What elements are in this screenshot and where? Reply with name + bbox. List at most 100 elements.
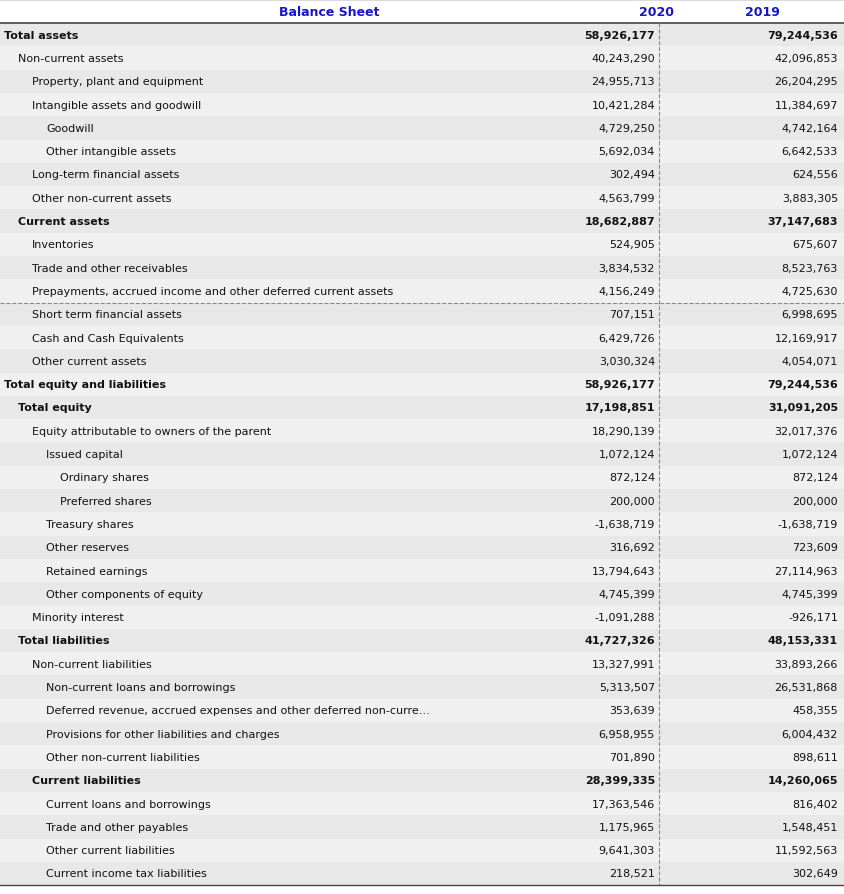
Text: 675,607: 675,607: [792, 240, 837, 250]
Text: -1,638,719: -1,638,719: [776, 519, 837, 529]
Text: 200,000: 200,000: [609, 496, 654, 506]
Text: Equity attributable to owners of the parent: Equity attributable to owners of the par…: [32, 426, 271, 436]
Text: 4,725,630: 4,725,630: [781, 287, 837, 297]
Text: 1,072,124: 1,072,124: [598, 450, 654, 460]
Text: 458,355: 458,355: [792, 705, 837, 715]
Text: Deferred revenue, accrued expenses and other deferred non-curre…: Deferred revenue, accrued expenses and o…: [46, 705, 430, 715]
Bar: [0, 419, 844, 443]
Bar: [0, 583, 844, 606]
Bar: [0, 560, 844, 583]
Text: 723,609: 723,609: [791, 543, 837, 552]
Text: -1,091,288: -1,091,288: [594, 612, 654, 622]
Text: 28,399,335: 28,399,335: [584, 775, 654, 785]
Text: 3,030,324: 3,030,324: [598, 357, 654, 367]
Bar: [0, 466, 844, 489]
Bar: [0, 489, 844, 513]
Text: 33,893,266: 33,893,266: [774, 659, 837, 669]
Bar: [0, 722, 844, 746]
Text: Non-current liabilities: Non-current liabilities: [32, 659, 152, 669]
Bar: [0, 396, 844, 419]
Text: 40,243,290: 40,243,290: [591, 54, 654, 63]
Text: Treasury shares: Treasury shares: [46, 519, 133, 529]
Text: Current liabilities: Current liabilities: [32, 775, 141, 785]
Text: 701,890: 701,890: [609, 752, 654, 762]
Text: 79,244,536: 79,244,536: [766, 30, 837, 40]
Text: Retained earnings: Retained earnings: [46, 566, 148, 576]
Text: 58,926,177: 58,926,177: [584, 30, 654, 40]
Text: Provisions for other liabilities and charges: Provisions for other liabilities and cha…: [46, 729, 279, 738]
Text: Property, plant and equipment: Property, plant and equipment: [32, 77, 203, 87]
Bar: [0, 187, 844, 210]
Bar: [0, 257, 844, 280]
Bar: [0, 24, 844, 47]
Text: 4,742,164: 4,742,164: [781, 123, 837, 134]
Text: Current loans and borrowings: Current loans and borrowings: [46, 798, 210, 809]
Text: 872,124: 872,124: [609, 473, 654, 483]
Text: 14,260,065: 14,260,065: [766, 775, 837, 785]
Text: 17,198,851: 17,198,851: [584, 403, 654, 413]
Text: Other current liabilities: Other current liabilities: [46, 845, 175, 856]
Text: Long-term financial assets: Long-term financial assets: [32, 170, 179, 181]
Text: 13,327,991: 13,327,991: [591, 659, 654, 669]
Text: 872,124: 872,124: [791, 473, 837, 483]
Text: Inventories: Inventories: [32, 240, 95, 250]
Text: 200,000: 200,000: [792, 496, 837, 506]
Bar: [0, 210, 844, 233]
Text: Goodwill: Goodwill: [46, 123, 94, 134]
Text: Prepayments, accrued income and other deferred current assets: Prepayments, accrued income and other de…: [32, 287, 392, 297]
Text: Total assets: Total assets: [4, 30, 78, 40]
Text: Total liabilities: Total liabilities: [18, 636, 110, 645]
Bar: [0, 513, 844, 536]
Text: Total equity and liabilities: Total equity and liabilities: [4, 380, 165, 390]
Text: 31,091,205: 31,091,205: [767, 403, 837, 413]
Bar: [0, 94, 844, 117]
Text: 26,531,868: 26,531,868: [774, 682, 837, 692]
Text: Balance Sheet: Balance Sheet: [279, 5, 379, 19]
Bar: [0, 326, 844, 350]
Text: 18,682,887: 18,682,887: [584, 217, 654, 227]
Bar: [0, 233, 844, 257]
Bar: [0, 536, 844, 560]
Text: 41,727,326: 41,727,326: [584, 636, 654, 645]
Text: 5,313,507: 5,313,507: [598, 682, 654, 692]
Bar: [0, 303, 844, 326]
Text: 624,556: 624,556: [792, 170, 837, 181]
Text: Other reserves: Other reserves: [46, 543, 129, 552]
Bar: [0, 117, 844, 140]
Bar: [0, 629, 844, 653]
Text: 27,114,963: 27,114,963: [774, 566, 837, 576]
Bar: [0, 350, 844, 373]
Text: 32,017,376: 32,017,376: [774, 426, 837, 436]
Text: 18,290,139: 18,290,139: [591, 426, 654, 436]
Text: 218,521: 218,521: [609, 868, 654, 879]
Text: 6,642,533: 6,642,533: [781, 147, 837, 157]
Bar: [0, 815, 844, 839]
Text: 1,548,451: 1,548,451: [781, 822, 837, 832]
Text: Ordinary shares: Ordinary shares: [60, 473, 149, 483]
Text: Cash and Cash Equivalents: Cash and Cash Equivalents: [32, 333, 183, 343]
Text: 17,363,546: 17,363,546: [591, 798, 654, 809]
Bar: [0, 653, 844, 676]
Bar: [0, 699, 844, 722]
Text: 13,794,643: 13,794,643: [591, 566, 654, 576]
Bar: [0, 443, 844, 466]
Text: Other non-current liabilities: Other non-current liabilities: [46, 752, 199, 762]
Bar: [0, 862, 844, 885]
Text: 42,096,853: 42,096,853: [774, 54, 837, 63]
Text: 3,883,305: 3,883,305: [781, 193, 837, 204]
Text: 9,641,303: 9,641,303: [598, 845, 654, 856]
Text: Total equity: Total equity: [18, 403, 92, 413]
Text: 11,592,563: 11,592,563: [774, 845, 837, 856]
Text: 8,523,763: 8,523,763: [781, 264, 837, 274]
Bar: [0, 0, 844, 24]
Text: Current assets: Current assets: [18, 217, 110, 227]
Bar: [0, 792, 844, 815]
Text: Non-current loans and borrowings: Non-current loans and borrowings: [46, 682, 235, 692]
Text: Trade and other payables: Trade and other payables: [46, 822, 188, 832]
Bar: [0, 839, 844, 862]
Text: 12,169,917: 12,169,917: [774, 333, 837, 343]
Text: 6,958,955: 6,958,955: [598, 729, 654, 738]
Text: 3,834,532: 3,834,532: [598, 264, 654, 274]
Bar: [0, 140, 844, 164]
Bar: [0, 47, 844, 71]
